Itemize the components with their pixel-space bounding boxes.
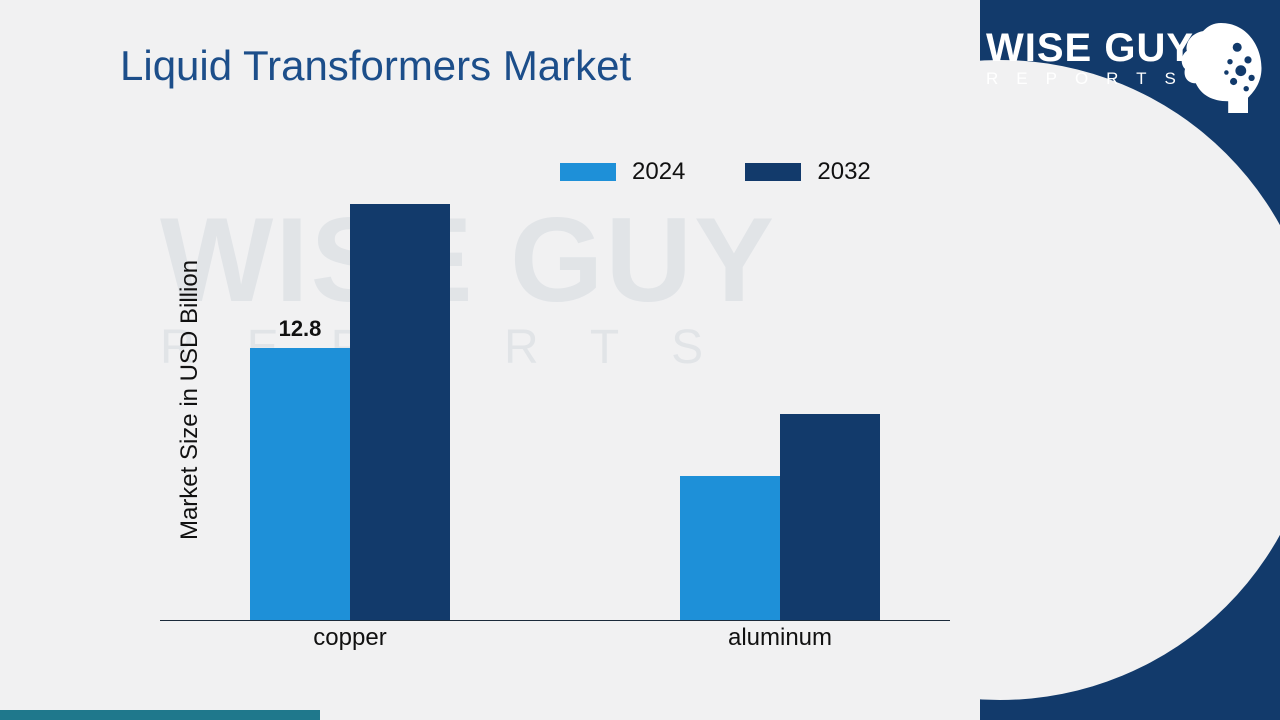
chart-title: Liquid Transformers Market	[120, 42, 631, 90]
legend-swatch	[745, 163, 801, 181]
bar	[250, 348, 350, 620]
x-axis-baseline	[160, 620, 950, 621]
brand-logo: WISE GUY REPORTS	[986, 28, 1246, 87]
footer-accent-bar	[0, 710, 320, 720]
legend-item: 2032	[745, 158, 870, 186]
chart-plot-area: copper aluminum 12.8	[160, 195, 950, 650]
bar	[350, 204, 450, 621]
legend-label: 2032	[817, 158, 870, 186]
bar	[680, 476, 780, 621]
category-label: aluminum	[728, 624, 832, 652]
chart-legend: 2024 2032	[560, 158, 871, 186]
legend-item: 2024	[560, 158, 685, 186]
bar-value-label: 12.8	[279, 316, 322, 342]
brand-line1: WISE GUY	[986, 28, 1246, 68]
legend-label: 2024	[632, 158, 685, 186]
page-root: WISE GUY REPORTS WISE GUY REPORTS Liquid…	[0, 0, 1280, 720]
bar	[780, 414, 880, 620]
category-label: copper	[313, 624, 386, 652]
brand-line2: REPORTS	[986, 70, 1246, 87]
legend-swatch	[560, 163, 616, 181]
